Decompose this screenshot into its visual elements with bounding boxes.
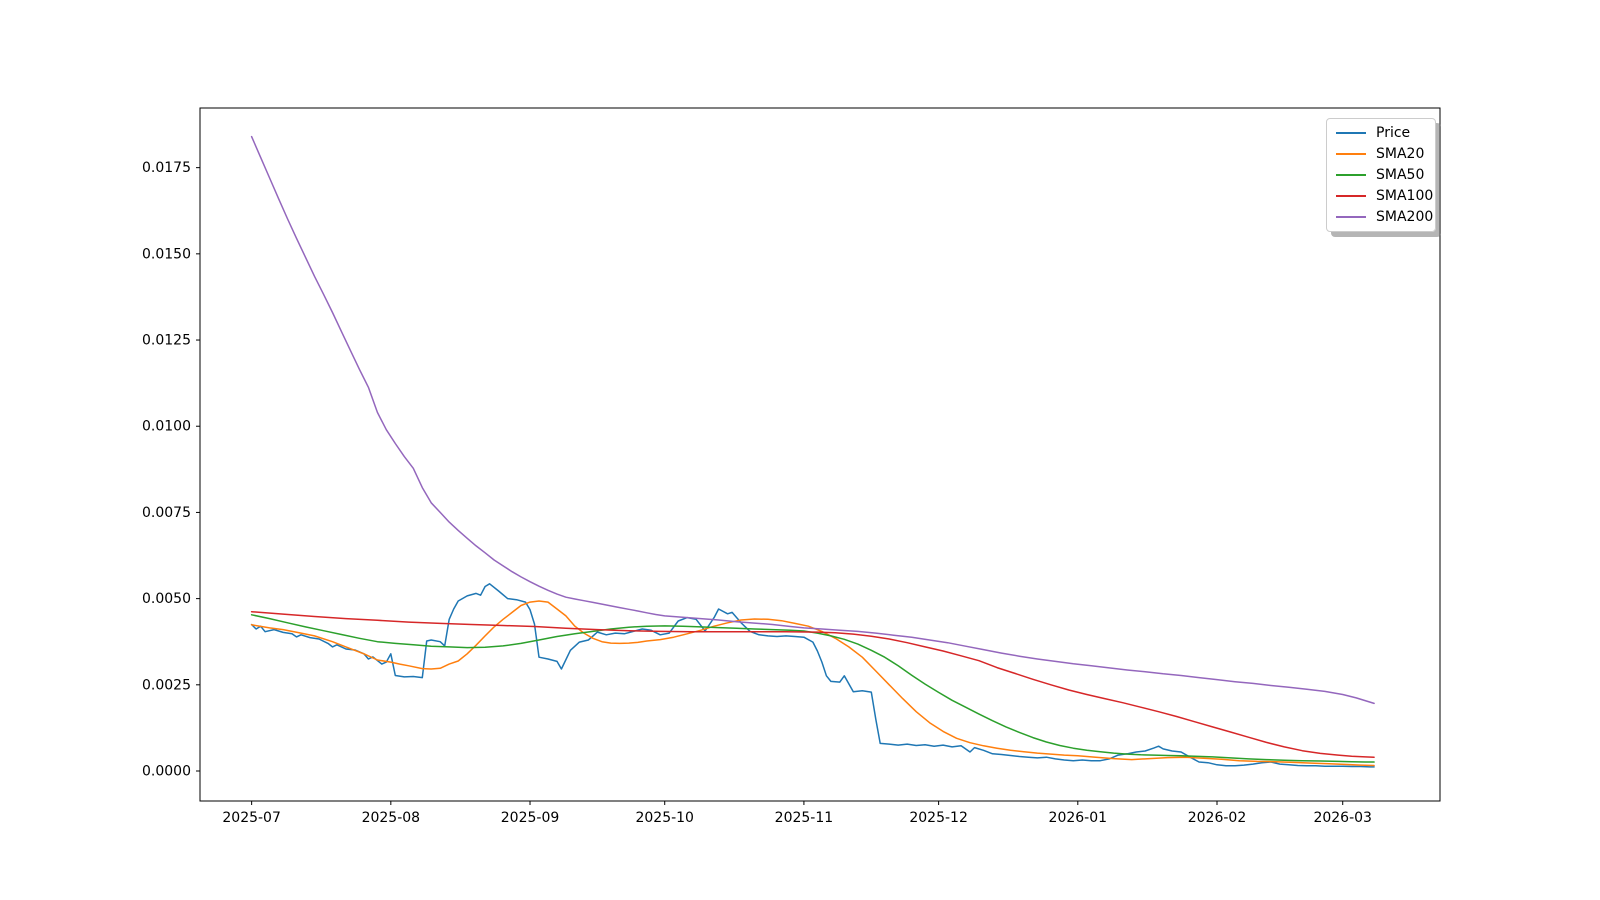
y-tick-label: 0.0075 <box>142 505 191 521</box>
series-line-price <box>250 583 1375 768</box>
x-tick-label: 2025-07 <box>222 810 281 826</box>
series-line-sma50 <box>250 614 1375 763</box>
legend-item-sma20: SMA20 <box>1333 144 1429 165</box>
legend-label-sma20: SMA20 <box>1376 146 1425 163</box>
legend-swatch-sma100 <box>1336 194 1366 197</box>
x-tick-label: 2025-12 <box>909 810 968 826</box>
legend-item-price: Price <box>1333 123 1429 144</box>
legend-label-sma100: SMA100 <box>1376 187 1434 204</box>
plot-frame <box>199 107 1441 802</box>
x-tick-label: 2025-10 <box>635 810 694 826</box>
legend-swatch-sma200 <box>1336 215 1366 218</box>
x-tick-label: 2025-09 <box>501 810 560 826</box>
legend-swatch-sma20 <box>1336 153 1366 156</box>
series-line-sma100 <box>250 610 1375 758</box>
series-line-sma20 <box>250 600 1375 767</box>
x-tick-label: 2026-01 <box>1049 810 1108 826</box>
series-line-sma200 <box>250 135 1375 705</box>
x-tick-label: 2025-11 <box>775 810 834 826</box>
legend-label-price: Price <box>1376 125 1411 142</box>
legend-item-sma100: SMA100 <box>1333 185 1433 206</box>
y-tick-label: 0.0100 <box>142 419 191 435</box>
legend-label-sma50: SMA50 <box>1376 166 1425 183</box>
x-tick-label: 2026-02 <box>1188 810 1247 826</box>
y-tick-label: 0.0150 <box>142 246 191 262</box>
y-tick-label: 0.0050 <box>142 591 191 607</box>
legend-item-sma200: SMA200 <box>1333 206 1433 227</box>
y-tick-label: 0.0125 <box>142 333 191 349</box>
x-tick-label: 2026-03 <box>1313 810 1372 826</box>
y-tick-label: 0.0000 <box>142 764 191 780</box>
x-tick-label: 2025-08 <box>362 810 421 826</box>
y-tick-label: 0.0025 <box>142 677 191 693</box>
legend-item-sma50: SMA50 <box>1333 165 1429 186</box>
legend-swatch-price <box>1336 132 1366 135</box>
y-tick-label: 0.0175 <box>142 160 191 176</box>
legend-label-sma200: SMA200 <box>1376 208 1434 225</box>
legend-swatch-sma50 <box>1336 173 1366 176</box>
legend: Price SMA20 SMA50 SMA100 SMA200 <box>1326 118 1436 232</box>
